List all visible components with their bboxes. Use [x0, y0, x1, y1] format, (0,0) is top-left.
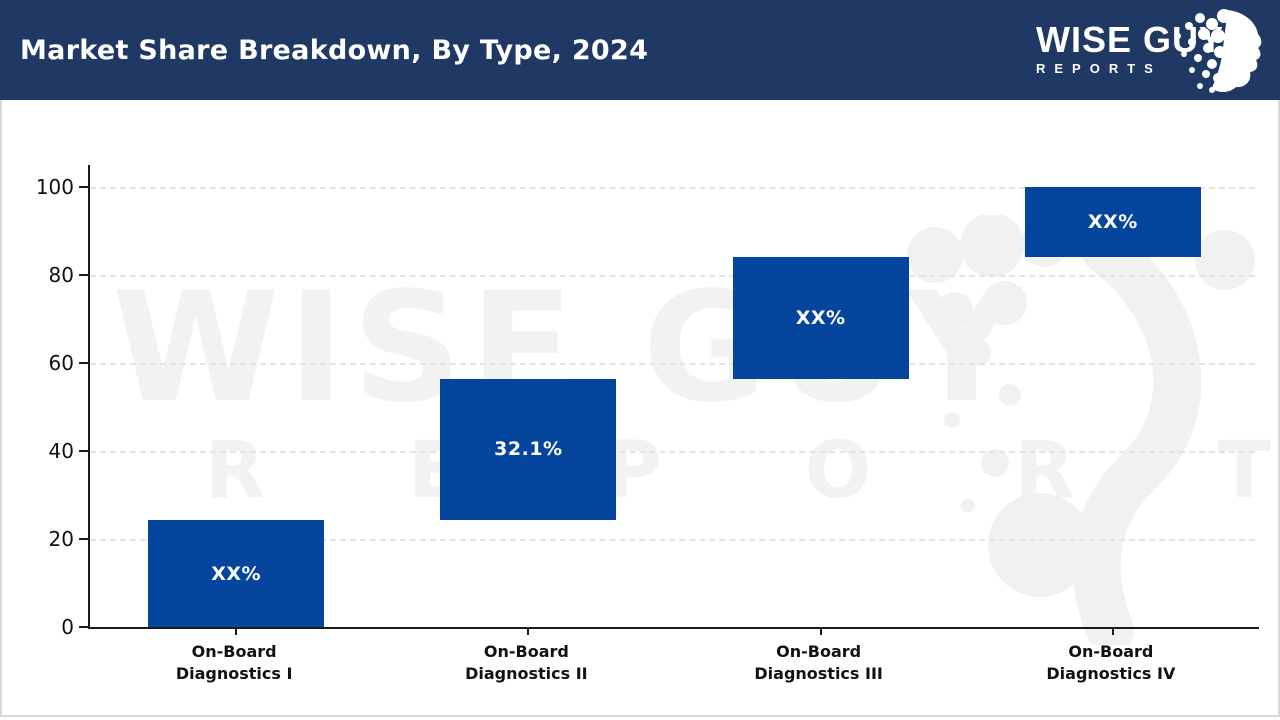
bar-2: 32.1% — [440, 378, 617, 521]
y-tick-label-80: 80 — [48, 263, 74, 287]
gridline-100 — [90, 187, 1256, 189]
gridline-40 — [90, 451, 1256, 453]
wiseguy-face-icon — [1175, 9, 1262, 93]
y-tick-label-60: 60 — [48, 351, 74, 375]
y-tickmark-40 — [79, 450, 88, 452]
x-tickmark-2 — [527, 627, 530, 635]
y-tick-label-100: 100 — [35, 175, 74, 199]
bar-value-label-3: XX% — [795, 306, 846, 329]
x-category-label-1: On-Board Diagnostics I — [175, 642, 293, 683]
bar-4: XX% — [1024, 187, 1201, 257]
bar-value-label-1: XX% — [211, 562, 262, 585]
y-tick-label-40: 40 — [48, 439, 74, 463]
bar-value-label-4: XX% — [1087, 210, 1138, 233]
y-tickmark-100 — [79, 186, 88, 188]
wiseguy-logo: WISE GUY REPORTS — [1008, 8, 1266, 94]
y-axis-tick-labels: 0 20 40 60 80 100 — [0, 165, 74, 639]
x-category-label-2: On-Board Diagnostics II — [465, 642, 588, 683]
bar-value-label-2: 32.1% — [494, 438, 563, 461]
plot-area: XX% 32.1% XX% XX% — [79, 165, 1259, 635]
x-category-label-4: On-Board Diagnostics IV — [1046, 642, 1176, 683]
x-tickmark-3 — [819, 627, 822, 635]
x-axis-category-labels: On-Board Diagnostics I On-Board Diagnosti… — [88, 641, 1257, 701]
x-tickmark-1 — [235, 627, 238, 635]
logo-subtitle: REPORTS — [1036, 61, 1162, 76]
y-tickmark-60 — [79, 362, 88, 364]
gridline-80 — [90, 275, 1256, 277]
chart-title: Market Share Breakdown, By Type, 2024 — [20, 34, 649, 66]
bar-3: XX% — [732, 256, 909, 379]
y-tick-label-20: 20 — [48, 527, 74, 551]
header-bar: Market Share Breakdown, By Type, 2024 WI… — [0, 0, 1280, 100]
bar-1: XX% — [148, 520, 325, 627]
y-tickmark-80 — [79, 274, 88, 276]
y-tickmark-20 — [79, 538, 88, 540]
watermark-face-icon — [907, 215, 1255, 645]
gridline-20 — [90, 539, 1256, 541]
y-tick-label-0: 0 — [61, 615, 74, 639]
x-category-label-3: On-Board Diagnostics III — [754, 642, 883, 683]
y-tickmark-0 — [79, 626, 88, 628]
x-tickmark-4 — [1111, 627, 1114, 635]
gridline-60 — [90, 363, 1256, 365]
